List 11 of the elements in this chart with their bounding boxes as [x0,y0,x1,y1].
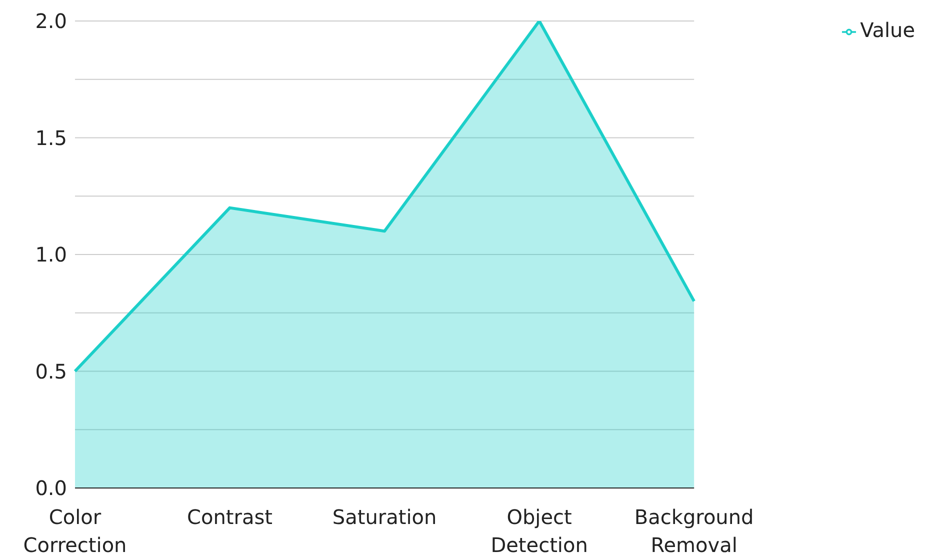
x-tick-label: Color Correction [23,505,127,557]
y-tick-label: 2.0 [35,9,67,34]
y-tick-label: 1.0 [35,242,67,267]
x-tick-label: Background Removal [634,505,754,557]
x-tick-label: Saturation [332,505,437,529]
y-tick-label: 0.0 [35,476,67,500]
x-tick-label: Object Detection [490,505,588,557]
y-tick-label: 0.5 [35,359,67,384]
x-tick-label: Contrast [187,505,273,529]
legend-label: Value [860,18,915,42]
y-tick-label: 1.5 [35,126,67,150]
